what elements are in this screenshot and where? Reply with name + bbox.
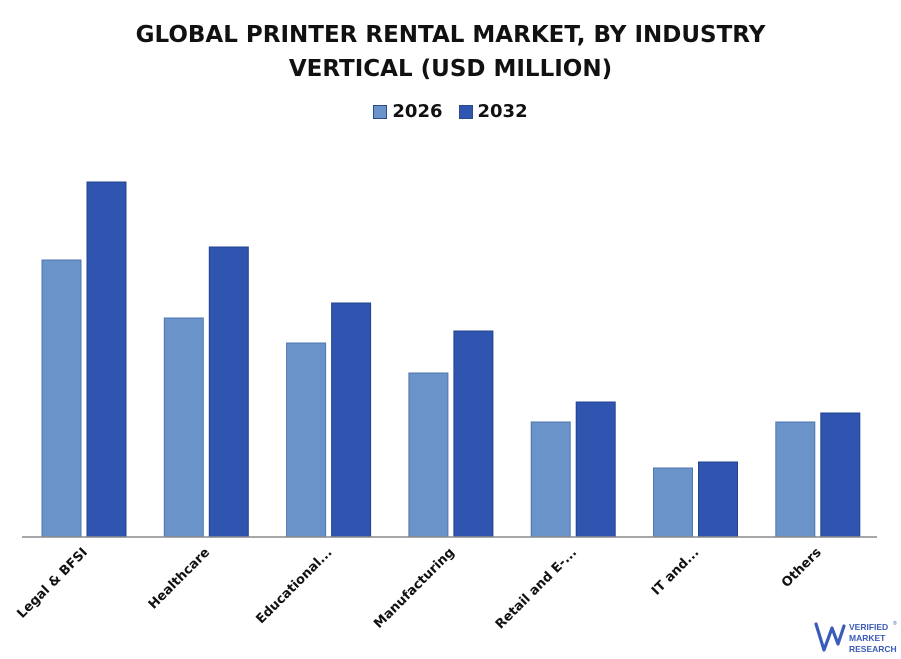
bar-2026-6 <box>775 421 816 538</box>
legend-item-2026: 2026 <box>373 101 443 122</box>
bar-2032-3 <box>453 330 494 538</box>
x-tick-label-4: Retail and E-... <box>493 545 580 632</box>
logo-registered: ® <box>893 620 897 627</box>
bar-2032-6 <box>820 412 861 538</box>
bar-2026-4 <box>530 421 571 538</box>
legend: 2026 2032 <box>0 101 901 122</box>
bar-2032-1 <box>208 246 249 538</box>
bar-2026-3 <box>408 372 449 538</box>
x-tick-label-1: Healthcare <box>146 545 213 612</box>
chart-title-line-1: GLOBAL PRINTER RENTAL MARKET, BY INDUSTR… <box>135 22 766 48</box>
legend-label-2032: 2032 <box>477 101 528 122</box>
logo-line-3: RESEARCH <box>849 644 897 654</box>
bar-2032-2 <box>331 302 372 538</box>
x-tick-label-0: Legal & BFSI <box>14 545 90 621</box>
x-tick-label-2: Educational... <box>254 545 336 627</box>
bar-2032-0 <box>86 181 127 538</box>
bar-2026-2 <box>286 342 327 538</box>
bar-2026-1 <box>163 317 204 538</box>
chart-title-line-2: VERTICAL (USD MILLION) <box>288 56 613 82</box>
legend-label-2026: 2026 <box>392 101 443 122</box>
legend-swatch-2026 <box>373 104 388 119</box>
labels-layer: Legal & BFSI Healthcare Educational... Manu… <box>14 545 824 632</box>
vmr-logo-mark <box>814 622 846 652</box>
legend-item-2032: 2032 <box>458 101 528 122</box>
bar-2026-0 <box>41 259 82 538</box>
bars-layer <box>41 181 861 538</box>
logo-line-2: MARKET <box>849 633 886 643</box>
logo-line-1: VERIFIED <box>849 622 888 632</box>
chart-title: GLOBAL PRINTER RENTAL MARKET, BY INDUSTR… <box>0 18 901 86</box>
x-tick-label-3: Manufacturing <box>371 545 457 631</box>
bar-2026-5 <box>653 467 693 538</box>
x-tick-label-6: Others <box>779 545 825 591</box>
x-tick-label-5: IT and... <box>649 545 702 598</box>
bar-2032-4 <box>575 401 616 538</box>
bar-2032-5 <box>698 461 738 538</box>
legend-swatch-2032 <box>458 104 473 119</box>
verified-market-research-logo: VERIFIED ® MARKET RESEARCH <box>814 620 897 654</box>
